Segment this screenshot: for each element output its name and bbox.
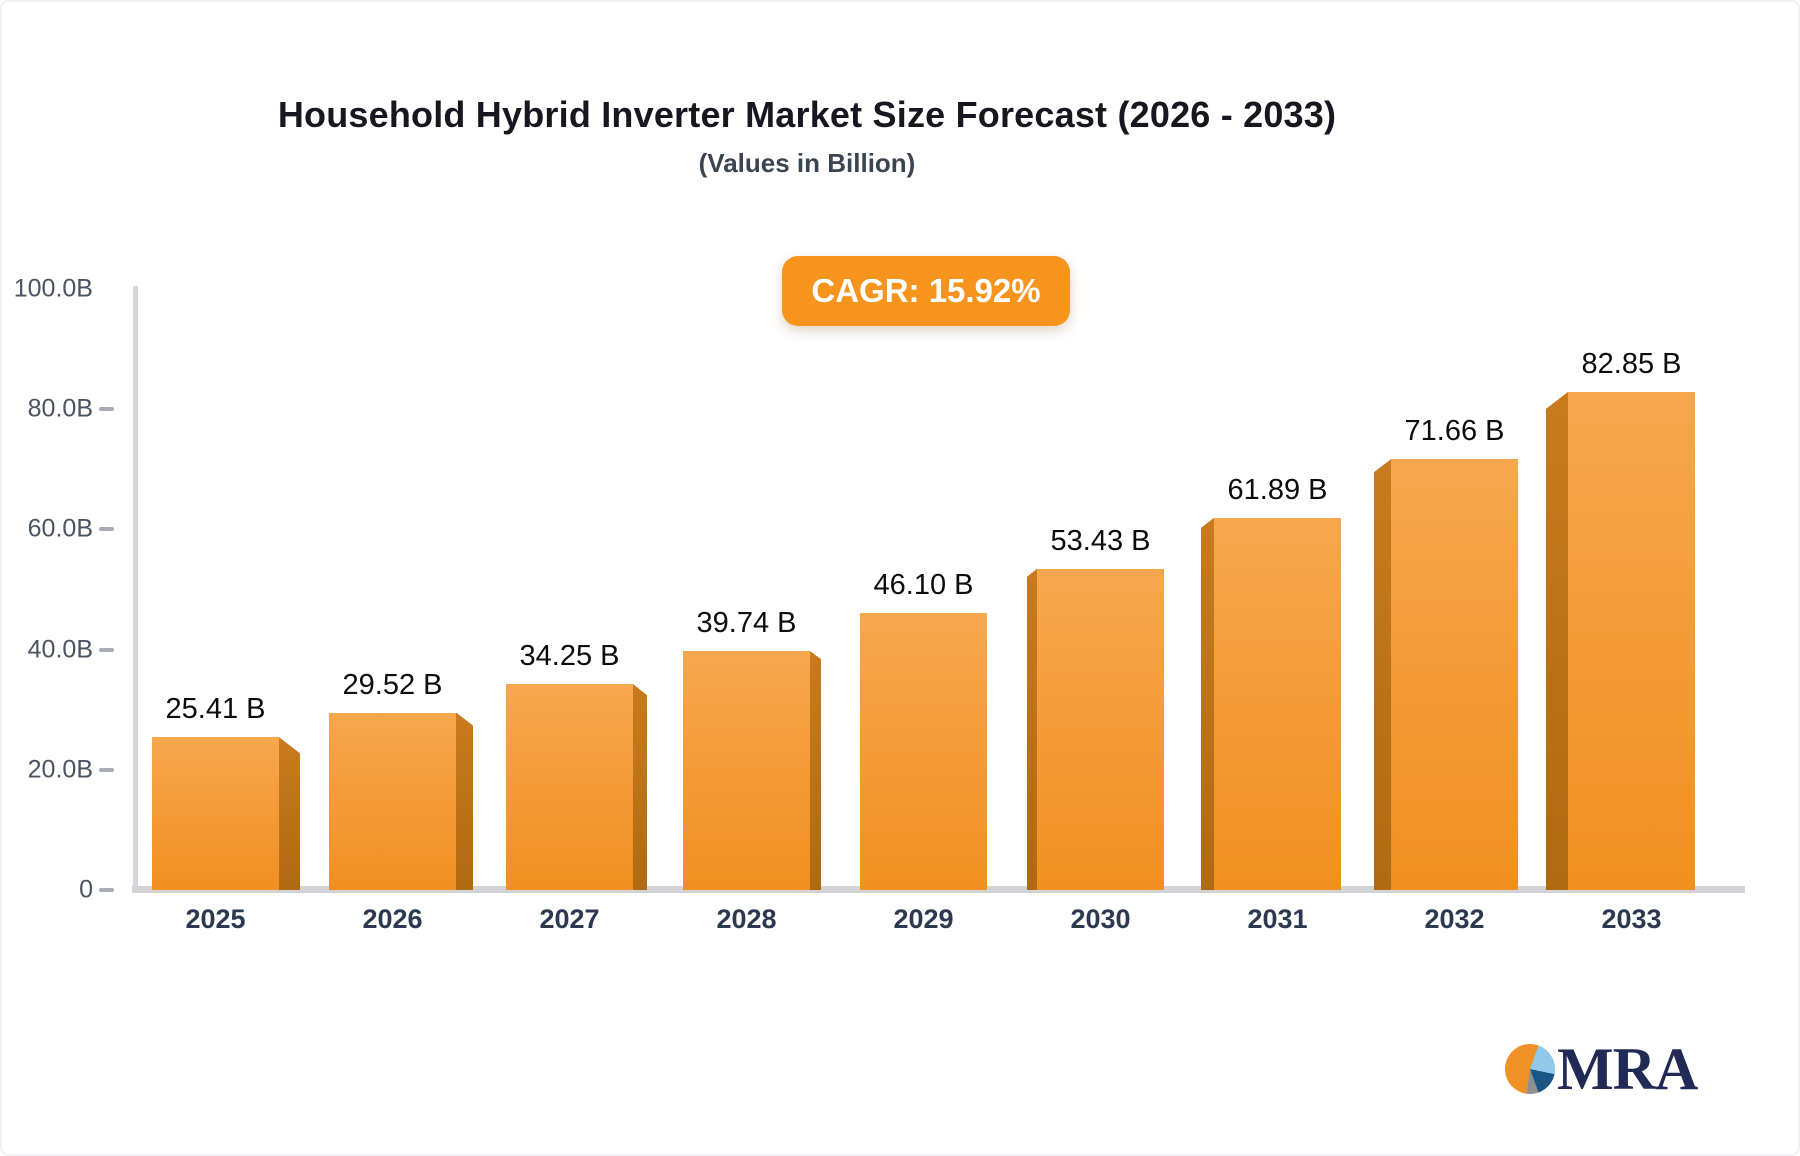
y-tick-label: 60.0B [27,514,93,543]
bar-side-3d [810,651,821,890]
x-tick-label: 2032 [1424,904,1485,934]
bar [1214,517,1341,890]
y-tick-label: 100.0B [13,274,93,303]
bar [506,684,633,890]
x-tick-label: 2031 [1247,904,1308,934]
bar-value-label: 71.66 B [1404,415,1505,448]
x-tick-label: 2033 [1601,904,1662,934]
bar-value-label: 25.41 B [165,693,266,726]
bar-value-label: 53.43 B [1050,524,1151,557]
y-tick-label: 0 [79,875,93,904]
bar [1568,391,1695,890]
bar-side-3d [633,684,647,890]
chart-title: Household Hybrid Inverter Market Size Fo… [277,94,1337,135]
bar [1037,568,1164,890]
bar [683,651,810,890]
y-tick-label: 80.0B [27,394,93,423]
bar-side-3d [1027,568,1037,890]
bar [1391,459,1518,890]
x-tick-label: 2030 [1070,904,1131,934]
bar [329,712,456,890]
logo-text: MRA [1557,1036,1698,1102]
y-axis-line [133,286,138,890]
x-tick-label: 2025 [185,904,246,934]
logo: MRA [1505,1036,1698,1102]
chart-subtitle: (Values in Billion) [698,148,916,178]
y-tick-mark [99,407,114,411]
x-tick-label: 2026 [362,904,423,934]
bar-value-label: 29.52 B [342,668,443,701]
bar-side-3d [1546,391,1568,890]
bar-side-3d [1374,459,1391,890]
y-tick-label: 20.0B [27,755,93,784]
x-tick-label: 2029 [893,904,954,934]
pie-chart-icon [1505,1044,1555,1094]
cagr-badge: CAGR: 15.92% [782,256,1070,326]
y-tick-label: 40.0B [27,635,93,663]
bar-value-label: 46.10 B [873,568,974,601]
y-tick-mark [99,527,114,532]
y-tick-mark [99,767,114,772]
bar [152,737,279,890]
bar-value-label: 34.25 B [519,640,620,673]
bar-side-3d [456,712,473,890]
y-tick-mark [99,888,114,892]
x-tick-label: 2027 [539,904,600,934]
bar-side-3d [279,737,300,890]
bar-value-label: 61.89 B [1227,473,1328,506]
bar-value-label: 39.74 B [696,607,797,640]
bar-side-3d [1201,517,1214,890]
bar-value-label: 82.85 B [1581,347,1682,380]
bar [860,612,987,890]
y-tick-mark [99,647,114,652]
x-tick-label: 2028 [716,904,777,934]
